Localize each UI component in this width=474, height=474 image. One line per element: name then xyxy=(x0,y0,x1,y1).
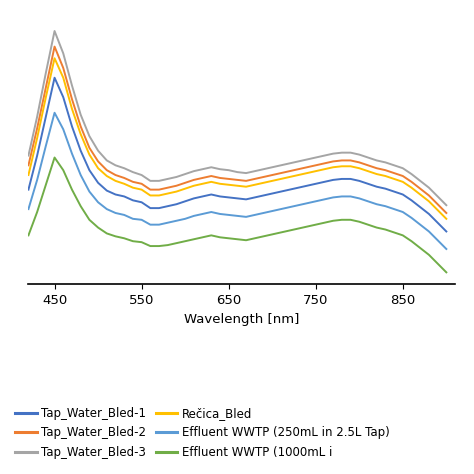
Legend: Tap_Water_Bled-1, Tap_Water_Bled-2, Tap_Water_Bled-3, Rečica_Bled, Effluent WWTP: Tap_Water_Bled-1, Tap_Water_Bled-2, Tap_… xyxy=(10,402,394,464)
X-axis label: Wavelength [nm]: Wavelength [nm] xyxy=(184,313,300,326)
